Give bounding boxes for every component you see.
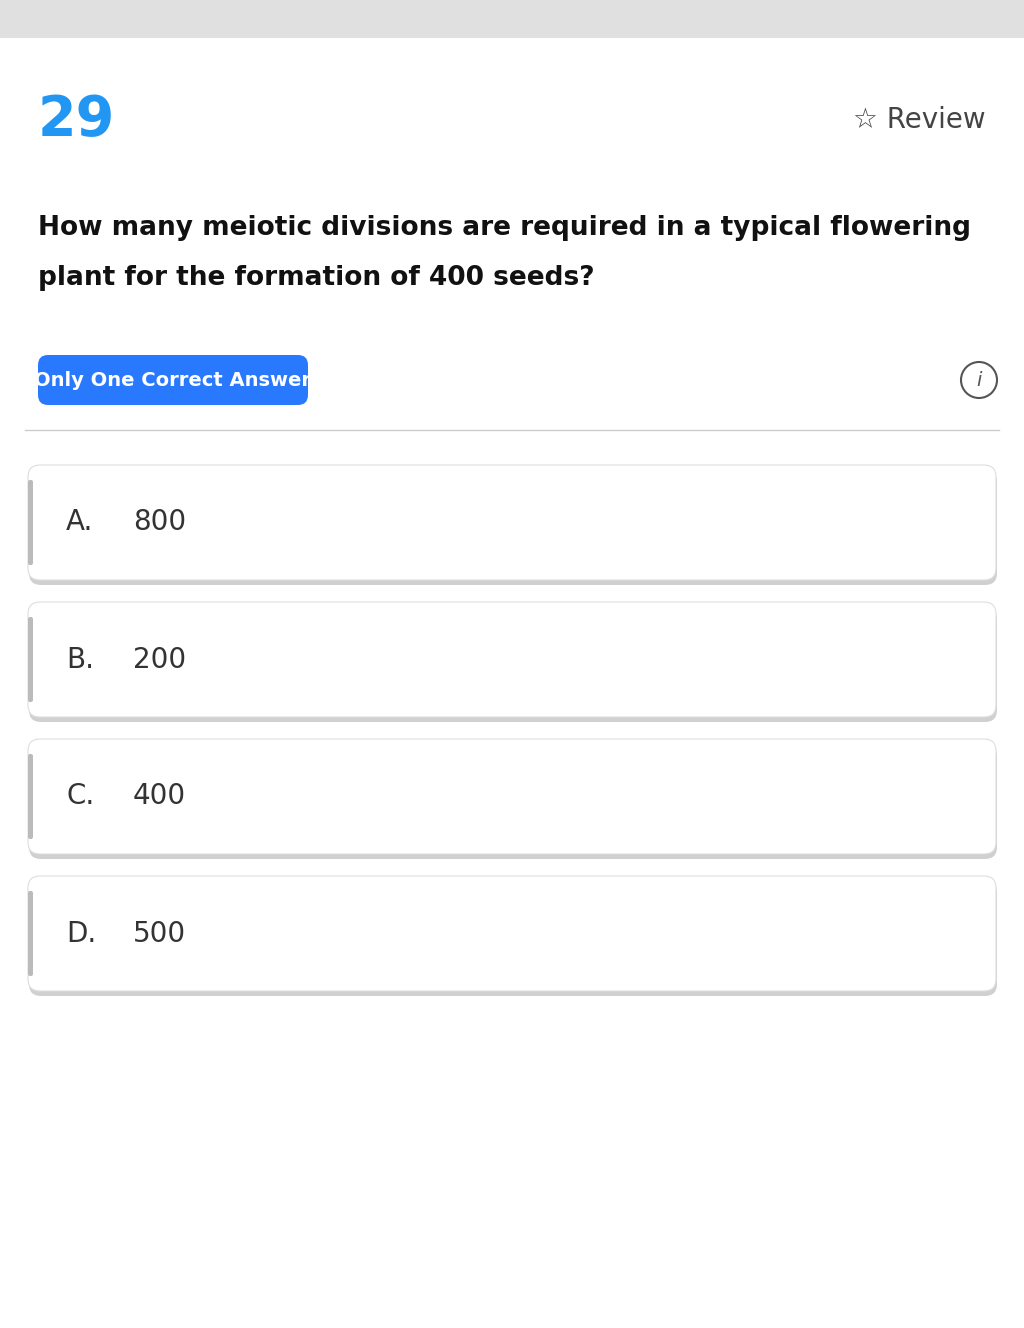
FancyBboxPatch shape: [28, 891, 33, 976]
Text: Only One Correct Answer: Only One Correct Answer: [35, 371, 311, 389]
FancyBboxPatch shape: [0, 0, 1024, 39]
Text: i: i: [976, 371, 982, 389]
FancyBboxPatch shape: [28, 876, 996, 991]
FancyBboxPatch shape: [28, 618, 33, 703]
FancyBboxPatch shape: [29, 607, 997, 722]
Text: 400: 400: [133, 782, 186, 810]
Text: How many meiotic divisions are required in a typical flowering: How many meiotic divisions are required …: [38, 215, 971, 240]
FancyBboxPatch shape: [28, 465, 996, 580]
Text: 200: 200: [133, 645, 186, 673]
FancyBboxPatch shape: [28, 754, 33, 839]
FancyBboxPatch shape: [29, 880, 997, 996]
FancyBboxPatch shape: [28, 479, 33, 564]
Text: B.: B.: [66, 645, 94, 673]
FancyBboxPatch shape: [29, 744, 997, 859]
FancyBboxPatch shape: [0, 39, 1024, 1328]
Text: A.: A.: [66, 509, 93, 537]
FancyBboxPatch shape: [28, 738, 996, 854]
Text: 800: 800: [133, 509, 186, 537]
Text: D.: D.: [66, 919, 96, 947]
FancyBboxPatch shape: [29, 470, 997, 586]
Text: 29: 29: [38, 93, 116, 147]
FancyBboxPatch shape: [38, 355, 308, 405]
FancyBboxPatch shape: [28, 602, 996, 717]
Text: 500: 500: [133, 919, 186, 947]
Text: ☆ Review: ☆ Review: [853, 106, 986, 134]
Text: plant for the formation of 400 seeds?: plant for the formation of 400 seeds?: [38, 266, 595, 291]
Text: C.: C.: [66, 782, 94, 810]
